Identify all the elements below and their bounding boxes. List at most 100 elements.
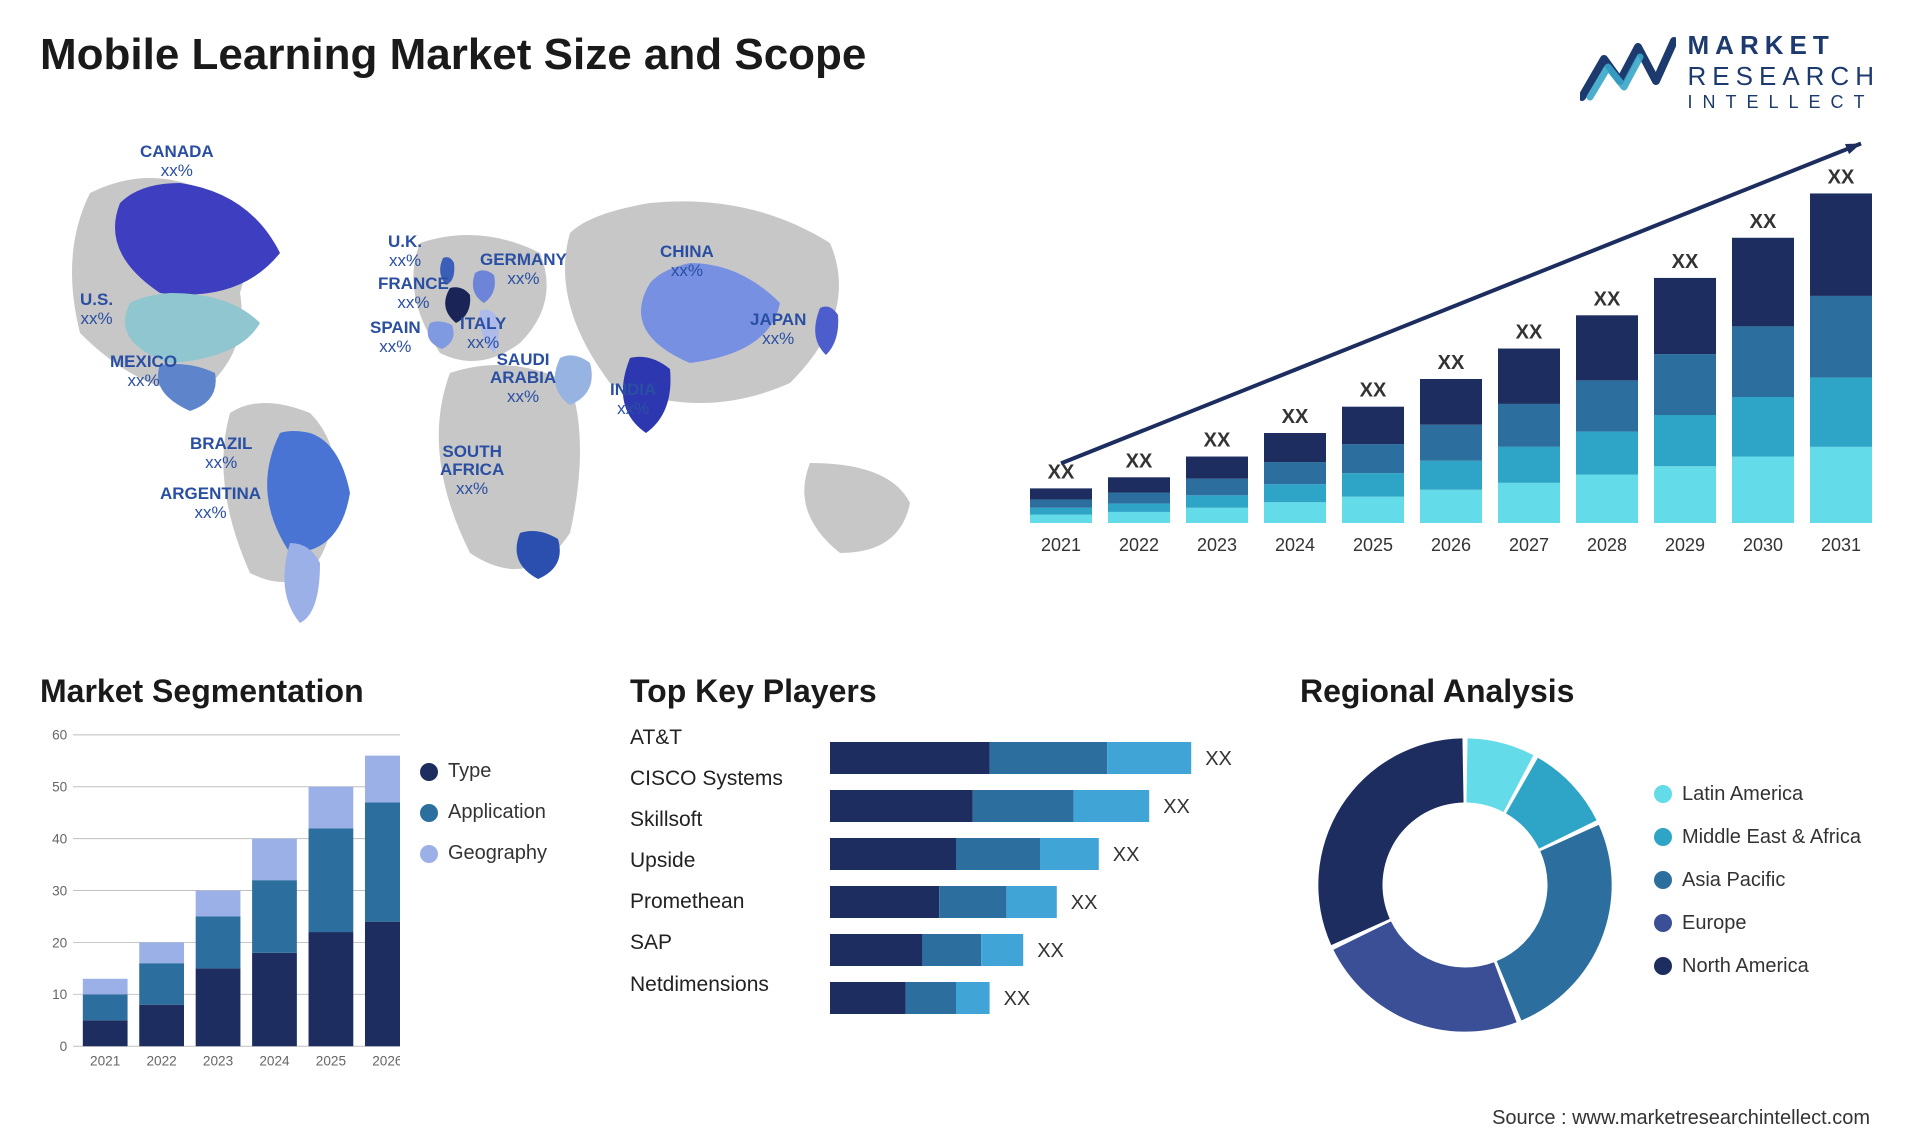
svg-text:XX: XX — [1071, 892, 1098, 914]
segmentation-panel: Market Segmentation 01020304050602021202… — [40, 673, 600, 1133]
map-country-label: ARGENTINAxx% — [160, 485, 261, 523]
legend-item: Middle East & Africa — [1654, 826, 1861, 849]
svg-text:XX: XX — [1438, 352, 1465, 374]
legend-item: Application — [420, 801, 600, 824]
svg-text:XX: XX — [1516, 322, 1543, 344]
legend-swatch-icon — [420, 804, 438, 822]
svg-text:XX: XX — [1594, 288, 1621, 310]
legend-swatch-icon — [420, 763, 438, 781]
players-hbar-chart: XX XX XX XX XX XX — [830, 720, 1270, 1080]
logo-line3: INTELLECT — [1688, 92, 1880, 113]
svg-text:2026: 2026 — [1431, 535, 1471, 555]
legend-label: Geography — [448, 842, 547, 865]
legend-label: Application — [448, 801, 546, 824]
svg-text:2028: 2028 — [1587, 535, 1627, 555]
map-country-label: GERMANYxx% — [480, 251, 567, 289]
player-name: Skillsoft — [630, 808, 810, 831]
players-panel: Top Key Players AT&TCISCO SystemsSkillso… — [630, 673, 1270, 1133]
svg-text:2023: 2023 — [1197, 535, 1237, 555]
svg-text:XX: XX — [1004, 988, 1031, 1010]
svg-text:2029: 2029 — [1665, 535, 1705, 555]
svg-text:XX: XX — [1750, 211, 1777, 233]
svg-text:2022: 2022 — [1119, 535, 1159, 555]
svg-text:0: 0 — [60, 1039, 68, 1054]
player-name: Promethean — [630, 890, 810, 913]
regional-title: Regional Analysis — [1300, 673, 1880, 710]
page-title: Mobile Learning Market Size and Scope — [40, 30, 866, 80]
svg-text:30: 30 — [52, 883, 68, 898]
svg-text:2025: 2025 — [316, 1054, 346, 1069]
svg-text:2025: 2025 — [1353, 535, 1393, 555]
world-map-panel: CANADAxx% U.S.xx% MEXICOxx% BRAZILxx% ARGENT… — [40, 133, 960, 653]
legend-item: Asia Pacific — [1654, 869, 1861, 892]
svg-text:60: 60 — [52, 728, 68, 743]
logo-mark-icon — [1580, 37, 1676, 107]
legend-swatch-icon — [420, 845, 438, 863]
svg-text:XX: XX — [1204, 430, 1231, 452]
legend-swatch-icon — [1654, 957, 1672, 975]
legend-label: Latin America — [1682, 783, 1803, 806]
legend-swatch-icon — [1654, 871, 1672, 889]
svg-text:2026: 2026 — [372, 1054, 400, 1069]
map-country-label: SAUDIARABIAxx% — [490, 351, 556, 407]
legend-label: Middle East & Africa — [1682, 826, 1861, 849]
svg-text:XX: XX — [1205, 748, 1232, 770]
forecast-bar-chart: XX 2021 XX 2022 XX 2023 XX 2024 XX 2025 XX 2026 XX 20… — [1000, 133, 1880, 653]
svg-text:2030: 2030 — [1743, 535, 1783, 555]
map-country-label: ITALYxx% — [460, 315, 506, 353]
player-name: SAP — [630, 931, 810, 954]
legend-label: Europe — [1682, 912, 1747, 935]
legend-label: North America — [1682, 955, 1809, 978]
legend-item: Latin America — [1654, 783, 1861, 806]
legend-item: Geography — [420, 842, 600, 865]
svg-text:2031: 2031 — [1821, 535, 1861, 555]
segmentation-title: Market Segmentation — [40, 673, 600, 710]
logo-text: MARKET RESEARCH INTELLECT — [1688, 30, 1880, 113]
svg-text:XX: XX — [1113, 844, 1140, 866]
upper-row: CANADAxx% U.S.xx% MEXICOxx% BRAZILxx% ARGENT… — [40, 133, 1880, 653]
logo-line2: RESEARCH — [1688, 61, 1880, 92]
svg-text:2024: 2024 — [1275, 535, 1315, 555]
svg-text:2023: 2023 — [203, 1054, 233, 1069]
map-country-label: JAPANxx% — [750, 311, 806, 349]
legend-swatch-icon — [1654, 914, 1672, 932]
svg-text:XX: XX — [1360, 380, 1387, 402]
source-label: Source : www.marketresearchintellect.com — [1492, 1107, 1870, 1130]
player-name: Upside — [630, 849, 810, 872]
legend-item: North America — [1654, 955, 1861, 978]
legend-item: Europe — [1654, 912, 1861, 935]
svg-text:2022: 2022 — [146, 1054, 176, 1069]
map-country-label: CHINAxx% — [660, 243, 714, 281]
segmentation-bar-chart: 0102030405060202120222023202420252026 — [40, 720, 400, 1100]
legend-label: Type — [448, 760, 491, 783]
map-country-label: MEXICOxx% — [110, 353, 177, 391]
legend-swatch-icon — [1654, 785, 1672, 803]
svg-text:XX: XX — [1282, 406, 1309, 428]
map-country-label: CANADAxx% — [140, 143, 214, 181]
player-name: AT&T — [630, 726, 810, 749]
lower-row: Market Segmentation 01020304050602021202… — [40, 673, 1880, 1133]
map-country-label: INDIAxx% — [610, 381, 656, 419]
legend-label: Asia Pacific — [1682, 869, 1785, 892]
map-country-label: U.S.xx% — [80, 291, 113, 329]
players-list: AT&TCISCO SystemsSkillsoftUpsidePromethe… — [630, 720, 810, 1080]
legend-swatch-icon — [1654, 828, 1672, 846]
svg-text:XX: XX — [1828, 166, 1855, 188]
svg-text:40: 40 — [52, 832, 68, 847]
map-country-label: SPAINxx% — [370, 319, 421, 357]
segmentation-legend: Type Application Geography — [420, 720, 600, 1100]
svg-text:50: 50 — [52, 780, 68, 795]
svg-text:XX: XX — [1163, 796, 1190, 818]
svg-text:2027: 2027 — [1509, 535, 1549, 555]
svg-text:XX: XX — [1048, 461, 1075, 483]
regional-legend: Latin America Middle East & Africa Asia Pa… — [1654, 773, 1861, 998]
svg-text:XX: XX — [1037, 940, 1064, 962]
svg-text:XX: XX — [1672, 251, 1699, 273]
svg-text:10: 10 — [52, 987, 68, 1002]
player-name: Netdimensions — [630, 973, 810, 996]
forecast-chart-panel: XX 2021 XX 2022 XX 2023 XX 2024 XX 2025 XX 2026 XX 20… — [1000, 133, 1880, 653]
map-country-label: BRAZILxx% — [190, 435, 252, 473]
svg-text:2021: 2021 — [1041, 535, 1081, 555]
regional-donut-chart — [1300, 720, 1630, 1050]
header: Mobile Learning Market Size and Scope MA… — [40, 30, 1880, 113]
